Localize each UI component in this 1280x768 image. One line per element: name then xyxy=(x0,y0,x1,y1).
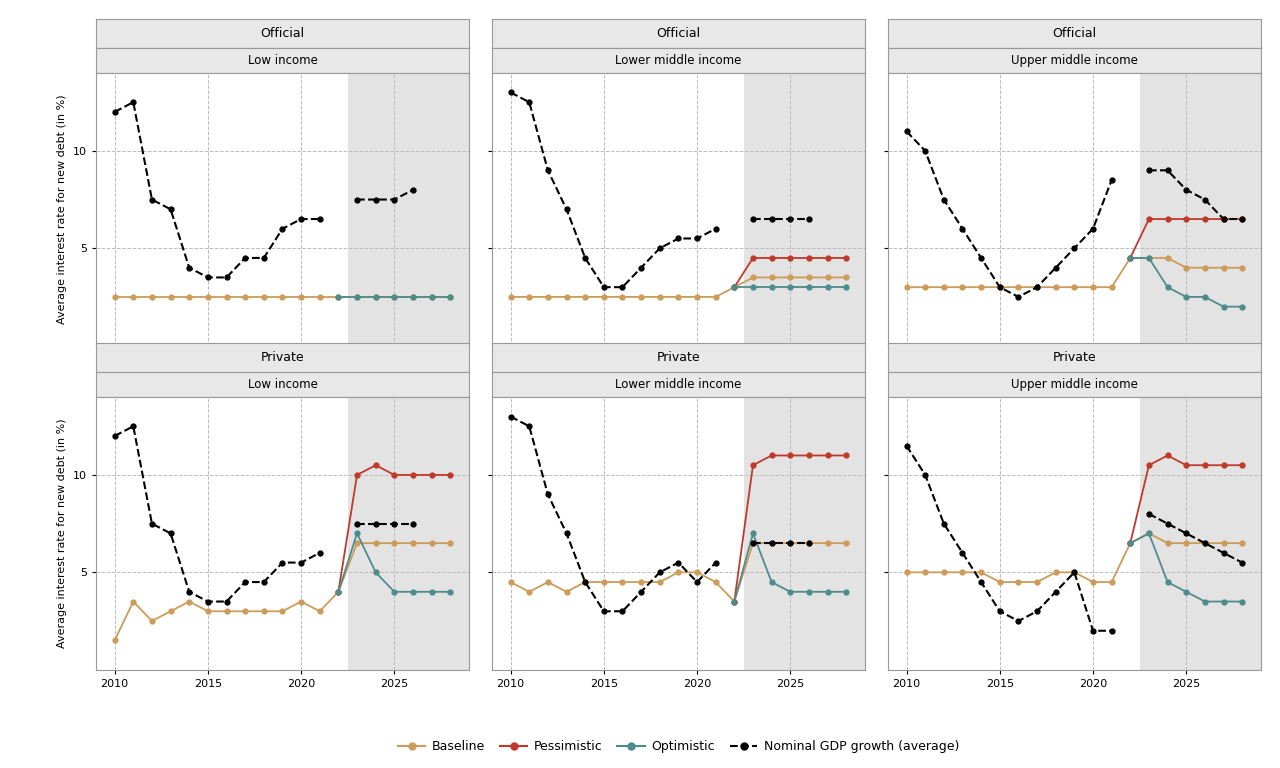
Bar xyxy=(744,397,865,670)
Text: Lower middle income: Lower middle income xyxy=(616,379,741,391)
Bar xyxy=(348,397,468,670)
Y-axis label: Average interest rate for new debt (in %): Average interest rate for new debt (in %… xyxy=(58,94,68,324)
Text: Upper middle income: Upper middle income xyxy=(1011,379,1138,391)
Legend: Baseline, Pessimistic, Optimistic, Nominal GDP growth (average): Baseline, Pessimistic, Optimistic, Nomin… xyxy=(393,735,964,758)
Text: Private: Private xyxy=(1052,352,1096,364)
Text: Official: Official xyxy=(657,28,700,40)
Text: Upper middle income: Upper middle income xyxy=(1011,55,1138,67)
Text: Lower middle income: Lower middle income xyxy=(616,55,741,67)
Bar xyxy=(744,73,865,346)
Text: Official: Official xyxy=(260,28,305,40)
Bar xyxy=(1139,73,1261,346)
Text: Low income: Low income xyxy=(247,55,317,67)
Text: Private: Private xyxy=(657,352,700,364)
Text: Official: Official xyxy=(1052,28,1097,40)
Bar xyxy=(348,73,468,346)
Text: Private: Private xyxy=(261,352,305,364)
Y-axis label: Average interest rate for new debt (in %): Average interest rate for new debt (in %… xyxy=(58,419,68,648)
Bar xyxy=(1139,397,1261,670)
Text: Low income: Low income xyxy=(247,379,317,391)
